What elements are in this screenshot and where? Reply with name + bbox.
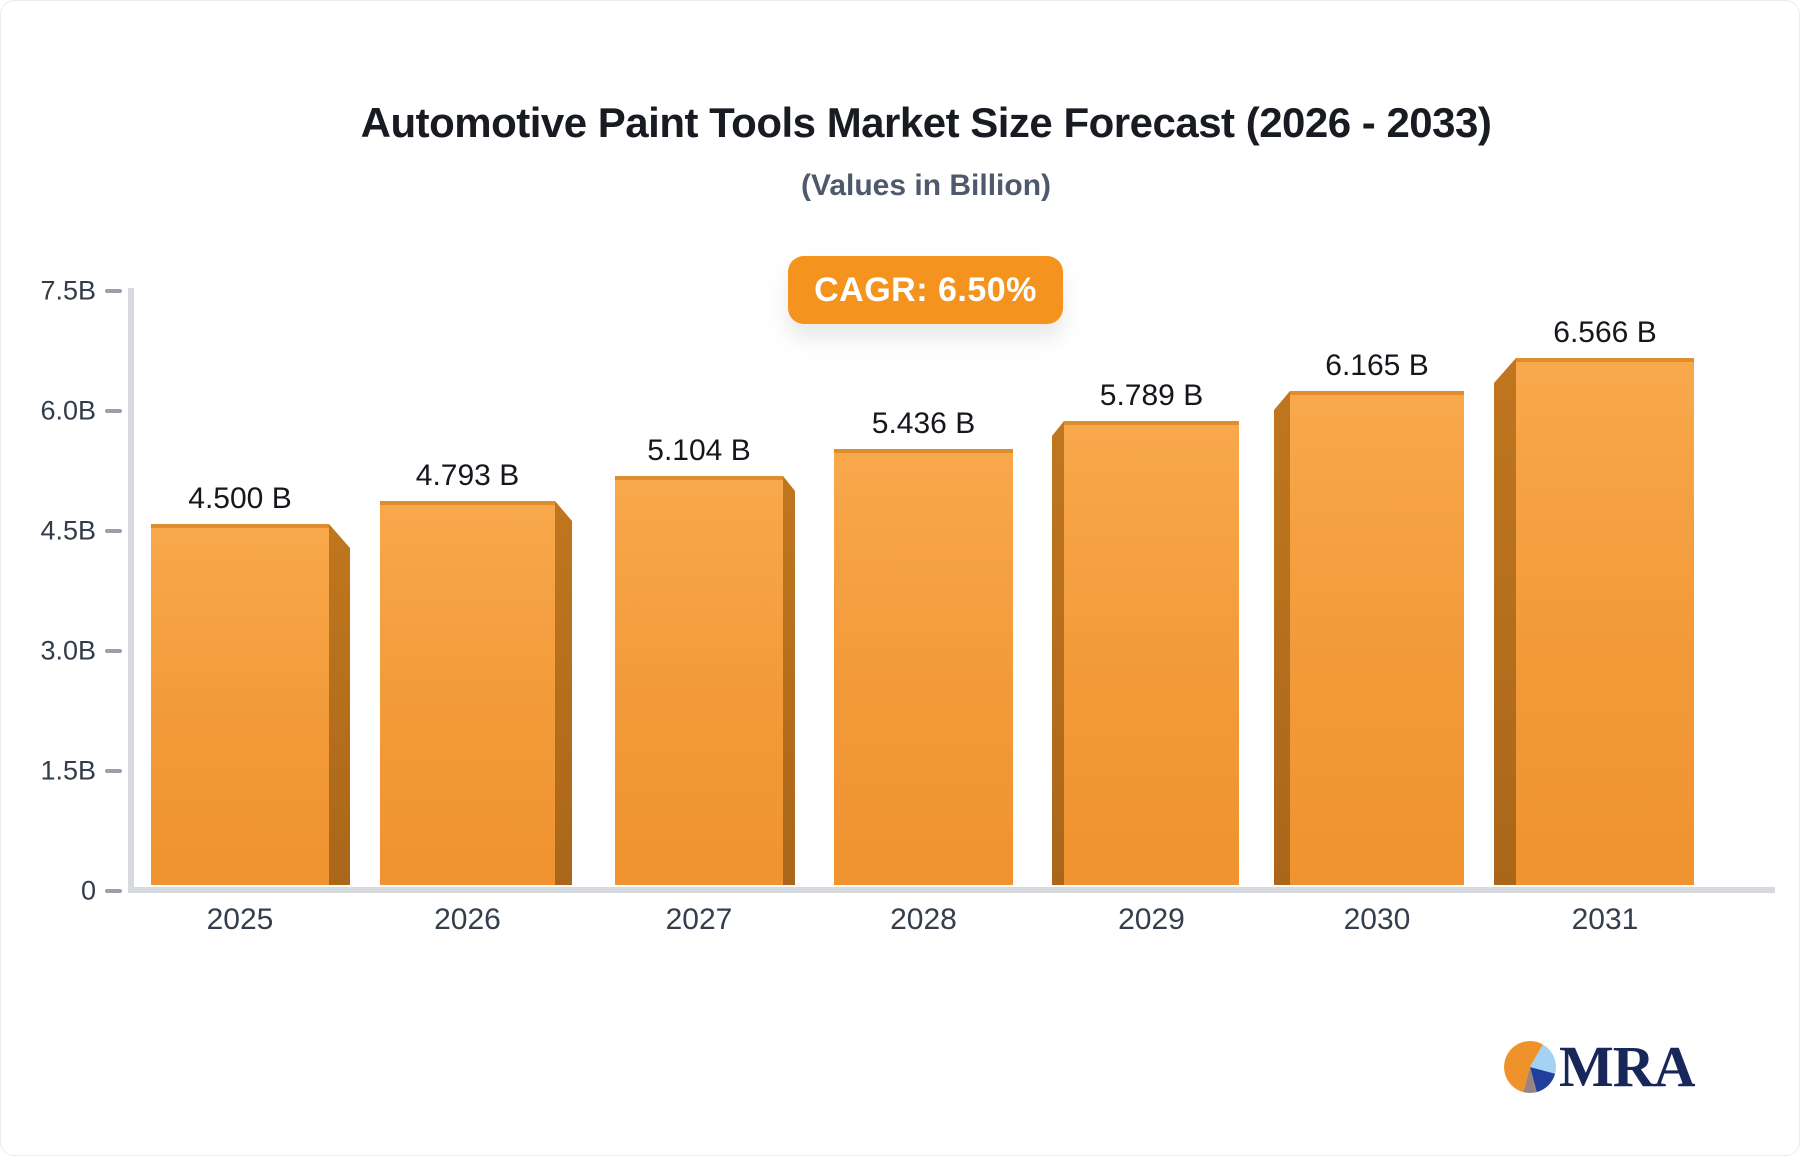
chart-header: Automotive Paint Tools Market Size Forec… xyxy=(51,1,1799,203)
x-axis-label: 2025 xyxy=(206,903,274,936)
bar-face xyxy=(834,449,1013,885)
bar-3d-side xyxy=(555,501,572,885)
y-tick-mark xyxy=(105,889,122,893)
bar-column-2027: 5.104 B 2027 xyxy=(615,434,795,936)
y-tick-label: 4.5B xyxy=(40,515,96,546)
x-axis-label: 2029 xyxy=(1118,903,1185,936)
x-axis-label: 2030 xyxy=(1343,903,1411,936)
y-tick-mark xyxy=(105,529,122,533)
bar-value-label: 4.793 B xyxy=(415,459,520,492)
bar-value-label: 6.566 B xyxy=(1553,316,1657,349)
y-tick-label: 3.0B xyxy=(40,635,96,666)
y-tick-label: 7.5B xyxy=(40,275,96,306)
y-tick-mark xyxy=(105,289,122,293)
bar-column-2030: 6.165 B 2030 xyxy=(1274,349,1464,936)
bar-column-2031: 6.566 B 2031 xyxy=(1494,316,1694,936)
y-axis-line xyxy=(128,288,134,893)
y-tick-mark xyxy=(105,769,122,773)
bar-column-2026: 4.793 B 2026 xyxy=(380,459,572,936)
bar-value-label: 5.436 B xyxy=(871,407,976,440)
bar-face xyxy=(1516,358,1694,885)
cagr-badge: CAGR: 6.50% xyxy=(788,256,1063,324)
bar-3d-side xyxy=(1052,421,1064,885)
bar-column-2028: 5.436 B 2028 xyxy=(834,407,1013,936)
y-tick-mark xyxy=(105,409,122,413)
x-axis-label: 2031 xyxy=(1571,903,1639,936)
x-axis-label: 2027 xyxy=(665,903,733,936)
bar-face xyxy=(151,524,329,885)
bar-face xyxy=(1290,391,1464,885)
bar-3d-side xyxy=(329,524,350,885)
bar-value-label: 5.789 B xyxy=(1099,379,1204,412)
bar-3d-side xyxy=(1494,358,1516,885)
y-tick-mark xyxy=(105,649,122,653)
bar-face xyxy=(615,476,783,885)
mra-logo: MRA xyxy=(1503,1034,1696,1099)
bar-face xyxy=(380,501,555,885)
bar-value-label: 4.500 B xyxy=(188,482,292,515)
bar-column-2029: 5.789 B 2029 xyxy=(1052,379,1239,936)
x-axis-line xyxy=(128,887,1775,893)
bar-value-label: 5.104 B xyxy=(647,434,751,467)
y-tick-label: 1.5B xyxy=(40,755,96,786)
bar-face xyxy=(1064,421,1239,885)
x-axis-label: 2028 xyxy=(890,903,957,936)
x-axis-label: 2026 xyxy=(434,903,501,936)
bar-3d-side xyxy=(783,476,795,885)
pie-chart-icon xyxy=(1504,1041,1556,1093)
y-tick-label: 6.0B xyxy=(40,395,96,426)
logo-text: MRA xyxy=(1559,1034,1696,1099)
chart-subtitle: (Values in Billion) xyxy=(800,169,1052,202)
bar-column-2025: 4.500 B 2025 xyxy=(151,482,350,936)
chart-title: Automotive Paint Tools Market Size Forec… xyxy=(360,99,1492,146)
y-tick-label: 0 xyxy=(80,875,96,906)
bar-3d-side xyxy=(1274,391,1290,885)
bar-value-label: 6.165 B xyxy=(1325,349,1429,382)
